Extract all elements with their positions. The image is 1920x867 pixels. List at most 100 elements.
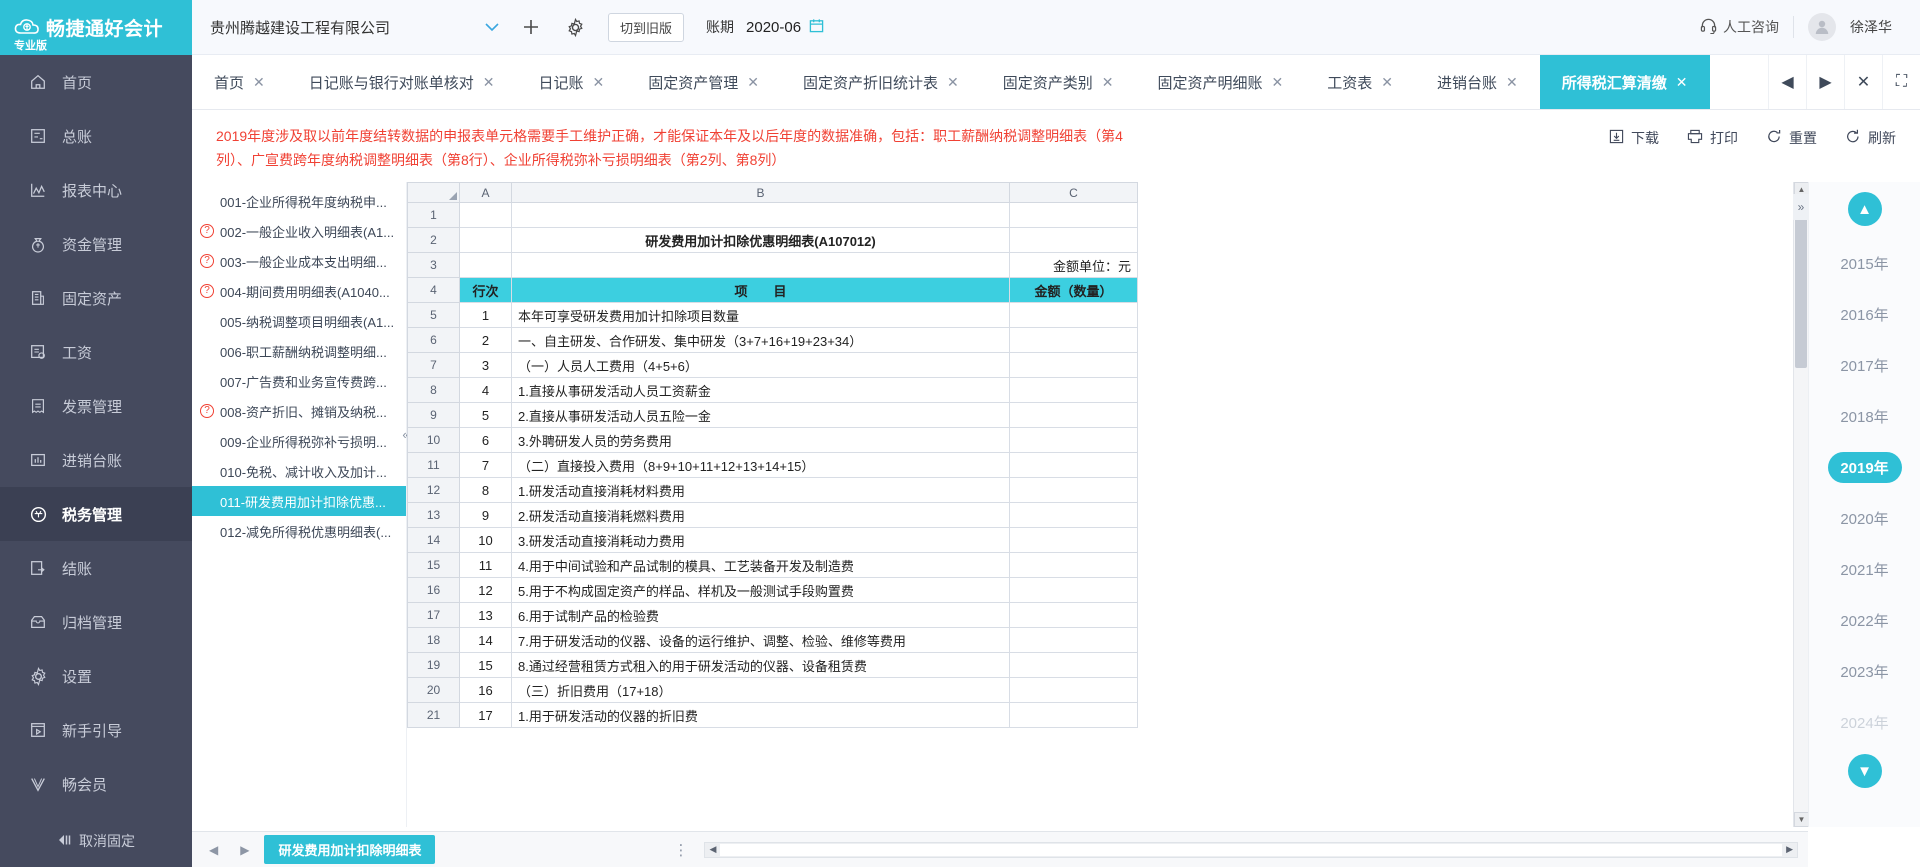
row-item[interactable]: （三）折旧费用（17+18） (511, 677, 1010, 703)
cell-c1[interactable] (1009, 202, 1138, 228)
tab-close-all-button[interactable]: ✕ (1844, 55, 1882, 109)
row-number[interactable]: 6 (407, 327, 460, 353)
sheet-next-button[interactable]: ▶ (240, 842, 250, 857)
close-icon[interactable]: ✕ (592, 73, 605, 90)
tab-income-tax-settlement[interactable]: 所得税汇算清缴 ✕ (1539, 55, 1710, 109)
close-icon[interactable]: ✕ (947, 73, 959, 90)
row-item[interactable]: 2.研发活动直接消耗燃料费用 (511, 502, 1010, 528)
row-amount[interactable] (1009, 302, 1138, 328)
row-number[interactable]: 14 (407, 527, 460, 553)
row-item[interactable]: 1.研发活动直接消耗材料费用 (511, 477, 1010, 503)
year-option-2019-selected[interactable]: 2019年 (1827, 452, 1902, 483)
print-button[interactable]: 打印 (1687, 128, 1738, 148)
close-icon[interactable]: ✕ (1381, 73, 1393, 90)
amount-unit-label[interactable]: 金额单位：元 (1009, 252, 1138, 278)
row-item[interactable]: 1.用于研发活动的仪器的折旧费 (511, 702, 1010, 728)
sidebar-item-reports[interactable]: 报表中心 (0, 163, 192, 217)
download-button[interactable]: 下载 (1609, 128, 1659, 148)
close-icon[interactable]: ✕ (1675, 73, 1688, 90)
row-number[interactable]: 1 (407, 202, 460, 228)
close-icon[interactable]: ✕ (1101, 73, 1114, 90)
column-header-c[interactable]: C (1009, 182, 1138, 203)
row-no[interactable]: 12 (459, 577, 512, 603)
row-item[interactable]: 8.通过经营租赁方式租入的用于研发活动的仪器、设备租赁费 (511, 652, 1010, 678)
row-no[interactable]: 4 (459, 377, 512, 403)
row-amount[interactable] (1009, 677, 1138, 703)
tab-fixed-asset-category[interactable]: 固定资产类别 ✕ (981, 55, 1136, 109)
row-amount[interactable] (1009, 452, 1138, 478)
report-list-collapse-button[interactable]: « (402, 426, 410, 442)
hscroll-left-button[interactable]: ◀ (709, 844, 717, 854)
sheet-menu-button[interactable]: ⋮ (673, 841, 689, 859)
row-amount[interactable] (1009, 602, 1138, 628)
list-item[interactable]: ? 004-期间费用明细表(A1040... (192, 276, 406, 306)
row-no[interactable]: 15 (459, 652, 512, 678)
cell-b1[interactable] (511, 202, 1010, 228)
row-amount[interactable] (1009, 577, 1138, 603)
list-item[interactable]: ? 003-一般企业成本支出明细... (192, 246, 406, 276)
row-no[interactable]: 11 (459, 552, 512, 578)
cell-c2[interactable] (1009, 227, 1138, 253)
year-option-2020[interactable]: 2020年 (1840, 511, 1889, 528)
year-scroll-up-button[interactable]: ▲ (1847, 192, 1882, 226)
row-number[interactable]: 12 (407, 477, 460, 503)
tab-journal[interactable]: 日记账 ✕ (517, 55, 627, 109)
row-amount[interactable] (1009, 702, 1138, 728)
tab-fixed-asset-detail[interactable]: 固定资产明细账 ✕ (1136, 55, 1306, 109)
row-number[interactable]: 3 (407, 252, 460, 278)
spreadsheet[interactable]: A B C 1 2 (407, 182, 1920, 827)
row-no[interactable]: 1 (459, 302, 512, 328)
year-option-2022[interactable]: 2022年 (1840, 613, 1889, 630)
app-logo[interactable]: 畅捷通好会计 专业版 (0, 0, 192, 55)
row-amount[interactable] (1009, 402, 1138, 428)
row-item[interactable]: 2.直接从事研发活动人员五险一金 (511, 402, 1010, 428)
sidebar-item-fixed-assets[interactable]: 固定资产 (0, 271, 192, 325)
year-rail-expand-button[interactable]: » (1793, 194, 1809, 220)
sidebar-item-vip[interactable]: 畅会员 (0, 757, 192, 811)
row-number[interactable]: 11 (407, 452, 460, 478)
row-number[interactable]: 7 (407, 352, 460, 378)
tab-depreciation-stats[interactable]: 固定资产折旧统计表 ✕ (781, 55, 981, 109)
cell-a1[interactable] (459, 202, 512, 228)
list-item[interactable]: ? 008-资产折旧、摊销及纳税... (192, 396, 406, 426)
report-title[interactable]: 研发费用加计扣除优惠明细表(A107012) (511, 227, 1010, 253)
row-no[interactable]: 3 (459, 352, 512, 378)
reset-button[interactable]: 重置 (1766, 128, 1817, 148)
year-option-2021[interactable]: 2021年 (1840, 562, 1889, 579)
tab-scroll-left-button[interactable]: ◀ (1768, 55, 1806, 109)
column-header-a[interactable]: A (459, 182, 512, 203)
list-item-selected[interactable]: 011-研发费用加计扣除优惠... (192, 486, 406, 516)
scrollbar-thumb[interactable] (1795, 198, 1807, 368)
sidebar-item-payroll[interactable]: 工资 (0, 325, 192, 379)
row-amount[interactable] (1009, 552, 1138, 578)
row-amount[interactable] (1009, 502, 1138, 528)
list-item[interactable]: 006-职工薪酬纳税调整明细... (192, 336, 406, 366)
row-number[interactable]: 18 (407, 627, 460, 653)
column-header-b[interactable]: B (511, 182, 1010, 203)
row-number[interactable]: 16 (407, 577, 460, 603)
row-amount[interactable] (1009, 652, 1138, 678)
avatar[interactable] (1808, 13, 1836, 41)
row-item[interactable]: 5.用于不构成固定资产的样品、样机及一般测试手段购置费 (511, 577, 1010, 603)
row-amount[interactable] (1009, 352, 1138, 378)
refresh-button[interactable]: 刷新 (1845, 128, 1896, 148)
list-item[interactable]: ? 002-一般企业收入明细表(A1... (192, 216, 406, 246)
row-no[interactable]: 8 (459, 477, 512, 503)
tab-stock-ledger[interactable]: 进销台账 ✕ (1415, 55, 1540, 109)
list-item[interactable]: 001-企业所得税年度纳税申... (192, 186, 406, 216)
row-number[interactable]: 4 (407, 277, 460, 303)
gear-icon[interactable] (562, 14, 588, 40)
cell-b3[interactable] (511, 252, 1010, 278)
row-item[interactable]: 一、自主研发、合作研发、集中研发（3+7+16+19+23+34） (511, 327, 1010, 353)
sheet-prev-button[interactable]: ◀ (209, 842, 219, 857)
sidebar-item-closing[interactable]: 结账 (0, 541, 192, 595)
tab-fixed-asset-mgmt[interactable]: 固定资产管理 ✕ (626, 55, 781, 109)
row-item[interactable]: 4.用于中间试验和产品试制的模具、工艺装备开发及制造费 (511, 552, 1010, 578)
tab-scroll-right-button[interactable]: ▶ (1806, 55, 1844, 109)
table-header-row-no[interactable]: 行次 (459, 277, 512, 303)
close-icon[interactable]: ✕ (482, 73, 495, 90)
horizontal-scrollbar[interactable]: ◀ ▶ (704, 841, 1798, 858)
row-no[interactable]: 2 (459, 327, 512, 353)
row-number[interactable]: 17 (407, 602, 460, 628)
row-amount[interactable] (1009, 627, 1138, 653)
